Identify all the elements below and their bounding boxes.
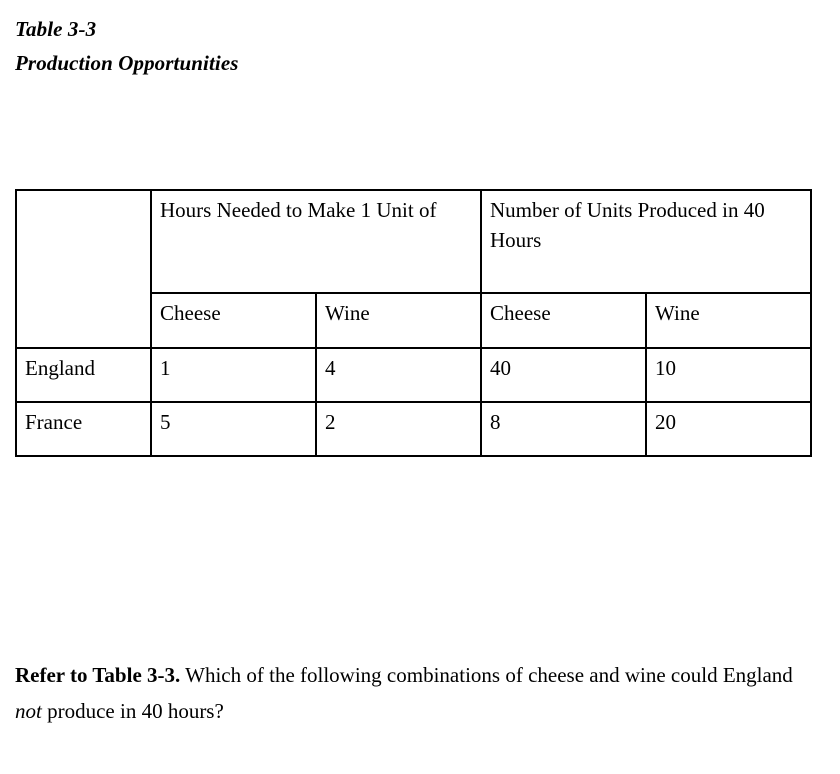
table-corner-blank-cell xyxy=(15,189,152,349)
row-label-france: France xyxy=(15,401,152,457)
table-caption: Table 3-3 Production Opportunities xyxy=(15,12,815,80)
sub-header-units-cheese: Cheese xyxy=(480,292,647,349)
sub-header-hours-cheese: Cheese xyxy=(150,292,317,349)
group-header-units-produced: Number of Units Produced in 40 Hours xyxy=(480,189,812,294)
table-header-row-sub: Cheese Wine Cheese Wine xyxy=(16,292,812,349)
cell-england-hours-cheese: 1 xyxy=(150,347,317,403)
table-row: England 1 4 40 10 xyxy=(15,347,812,403)
cell-france-units-cheese: 8 xyxy=(480,401,647,457)
cell-france-hours-cheese: 5 xyxy=(150,401,317,457)
question-text: Refer to Table 3-3. Which of the followi… xyxy=(15,657,815,729)
caption-table-number: Table 3-3 xyxy=(15,17,97,41)
production-opportunities-table-container: Hours Needed to Make 1 Unit of Number of… xyxy=(15,189,812,457)
table-header-row-group: Hours Needed to Make 1 Unit of Number of… xyxy=(15,189,812,349)
caption-table-name: Production Opportunities xyxy=(15,51,239,75)
question-emphasis: not xyxy=(15,699,42,723)
question-part-2: produce in 40 hours? xyxy=(41,699,224,723)
cell-france-units-wine: 20 xyxy=(645,401,812,457)
cell-england-hours-wine: 4 xyxy=(315,347,482,403)
cell-england-units-wine: 10 xyxy=(645,347,812,403)
question-part-1: Which of the following combinations of c… xyxy=(180,663,793,687)
group-header-hours-needed: Hours Needed to Make 1 Unit of xyxy=(150,189,482,294)
cell-france-hours-wine: 2 xyxy=(315,401,482,457)
production-opportunities-table: Hours Needed to Make 1 Unit of Number of… xyxy=(15,189,812,457)
cell-england-units-cheese: 40 xyxy=(480,347,647,403)
sub-header-hours-wine: Wine xyxy=(315,292,482,349)
row-label-england: England xyxy=(15,347,152,403)
sub-header-units-wine: Wine xyxy=(645,292,812,349)
table-row: France 5 2 8 20 xyxy=(15,401,812,457)
question-lead: Refer to Table 3-3. xyxy=(15,663,181,687)
